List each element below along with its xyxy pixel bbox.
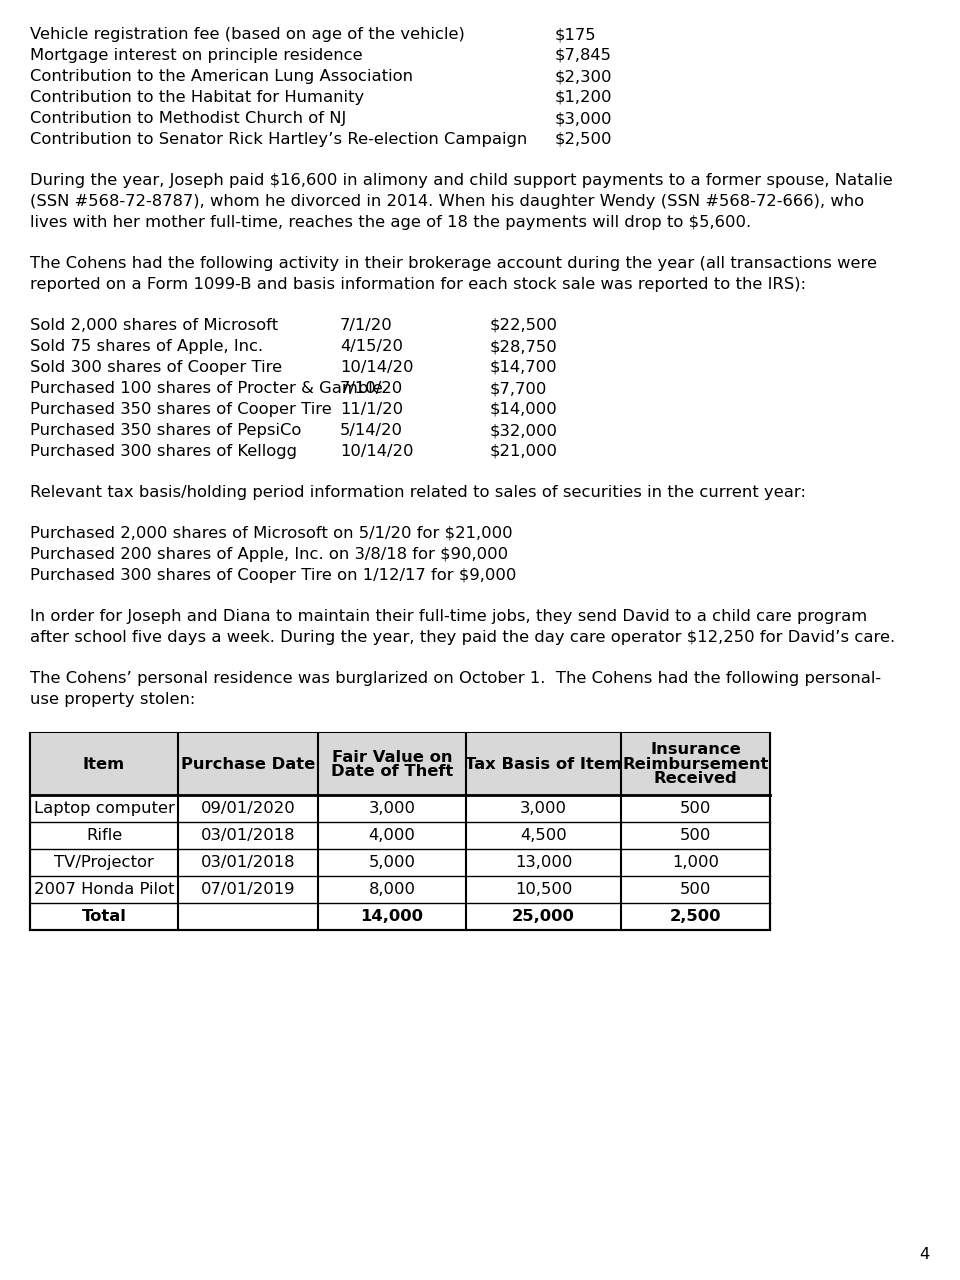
Text: 11/1/20: 11/1/20 <box>340 402 403 417</box>
Text: 10/14/20: 10/14/20 <box>340 444 414 460</box>
Text: Sold 300 shares of Cooper Tire: Sold 300 shares of Cooper Tire <box>30 360 282 375</box>
Text: Rifle: Rifle <box>85 828 122 844</box>
Text: Contribution to the American Lung Association: Contribution to the American Lung Associ… <box>30 69 413 84</box>
Text: 1,000: 1,000 <box>672 855 719 870</box>
Text: 07/01/2019: 07/01/2019 <box>201 882 296 897</box>
Text: In order for Joseph and Diana to maintain their full-time jobs, they send David : In order for Joseph and Diana to maintai… <box>30 609 867 623</box>
Text: Contribution to Methodist Church of NJ: Contribution to Methodist Church of NJ <box>30 111 347 125</box>
Text: The Cohens had the following activity in their brokerage account during the year: The Cohens had the following activity in… <box>30 256 877 271</box>
Text: Date of Theft: Date of Theft <box>331 764 453 780</box>
Text: Purchased 350 shares of PepsiCo: Purchased 350 shares of PepsiCo <box>30 422 301 438</box>
Text: 3,000: 3,000 <box>520 801 567 817</box>
Text: 10/14/20: 10/14/20 <box>340 360 414 375</box>
Text: 4/15/20: 4/15/20 <box>340 339 403 355</box>
Text: reported on a Form 1099-B and basis information for each stock sale was reported: reported on a Form 1099-B and basis info… <box>30 276 806 292</box>
Text: Purchased 350 shares of Cooper Tire: Purchased 350 shares of Cooper Tire <box>30 402 332 417</box>
Text: Purchase Date: Purchase Date <box>180 756 315 772</box>
Text: Sold 2,000 shares of Microsoft: Sold 2,000 shares of Microsoft <box>30 317 278 333</box>
Text: 2007 Honda Pilot: 2007 Honda Pilot <box>34 882 175 897</box>
Text: $2,300: $2,300 <box>555 69 612 84</box>
Text: Purchased 300 shares of Kellogg: Purchased 300 shares of Kellogg <box>30 444 297 460</box>
Text: $1,200: $1,200 <box>555 90 612 105</box>
Text: Purchased 100 shares of Procter & Gamble: Purchased 100 shares of Procter & Gamble <box>30 381 383 396</box>
Text: Relevant tax basis/holding period information related to sales of securities in : Relevant tax basis/holding period inform… <box>30 485 805 500</box>
Text: $2,500: $2,500 <box>555 132 612 147</box>
Text: Total: Total <box>82 909 127 924</box>
Text: 25,000: 25,000 <box>512 909 575 924</box>
Text: $175: $175 <box>555 27 596 42</box>
Text: 5,000: 5,000 <box>369 855 416 870</box>
Text: Contribution to Senator Rick Hartley’s Re-election Campaign: Contribution to Senator Rick Hartley’s R… <box>30 132 527 147</box>
Text: lives with her mother full-time, reaches the age of 18 the payments will drop to: lives with her mother full-time, reaches… <box>30 215 751 230</box>
Text: Received: Received <box>654 772 737 786</box>
Text: 03/01/2018: 03/01/2018 <box>201 828 296 844</box>
Text: 5/14/20: 5/14/20 <box>340 422 403 438</box>
Text: Item: Item <box>83 756 125 772</box>
Text: 03/01/2018: 03/01/2018 <box>201 855 296 870</box>
Text: TV/Projector: TV/Projector <box>54 855 154 870</box>
Text: 4,500: 4,500 <box>520 828 566 844</box>
Text: 7/1/20: 7/1/20 <box>340 317 393 333</box>
Text: The Cohens’ personal residence was burglarized on October 1.  The Cohens had the: The Cohens’ personal residence was burgl… <box>30 671 881 686</box>
Text: Contribution to the Habitat for Humanity: Contribution to the Habitat for Humanity <box>30 90 364 105</box>
Text: 500: 500 <box>680 828 711 844</box>
Text: Purchased 2,000 shares of Microsoft on 5/1/20 for $21,000: Purchased 2,000 shares of Microsoft on 5… <box>30 526 513 541</box>
Text: 3,000: 3,000 <box>369 801 416 817</box>
Text: 09/01/2020: 09/01/2020 <box>201 801 296 817</box>
Text: Mortgage interest on principle residence: Mortgage interest on principle residence <box>30 47 363 63</box>
Text: 4: 4 <box>920 1247 930 1262</box>
Text: Sold 75 shares of Apple, Inc.: Sold 75 shares of Apple, Inc. <box>30 339 263 355</box>
Text: $7,700: $7,700 <box>490 381 547 396</box>
Text: $14,000: $14,000 <box>490 402 558 417</box>
Bar <box>30 733 770 795</box>
Text: Reimbursement: Reimbursement <box>622 756 769 772</box>
Text: Purchased 300 shares of Cooper Tire on 1/12/17 for $9,000: Purchased 300 shares of Cooper Tire on 1… <box>30 568 516 582</box>
Text: 8,000: 8,000 <box>369 882 416 897</box>
Text: $22,500: $22,500 <box>490 317 558 333</box>
Text: During the year, Joseph paid $16,600 in alimony and child support payments to a : During the year, Joseph paid $16,600 in … <box>30 173 893 188</box>
Text: $7,845: $7,845 <box>555 47 612 63</box>
Text: Tax Basis of Item: Tax Basis of Item <box>465 756 622 772</box>
Text: 10,500: 10,500 <box>515 882 572 897</box>
Text: 500: 500 <box>680 882 711 897</box>
Text: (SSN #568-72-8787), whom he divorced in 2014. When his daughter Wendy (SSN #568-: (SSN #568-72-8787), whom he divorced in … <box>30 195 864 209</box>
Text: Insurance: Insurance <box>650 742 741 758</box>
Bar <box>30 733 770 931</box>
Text: $28,750: $28,750 <box>490 339 558 355</box>
Text: Vehicle registration fee (based on age of the vehicle): Vehicle registration fee (based on age o… <box>30 27 465 42</box>
Text: 7/10/20: 7/10/20 <box>340 381 403 396</box>
Text: 4,000: 4,000 <box>369 828 416 844</box>
Text: $21,000: $21,000 <box>490 444 558 460</box>
Text: 2,500: 2,500 <box>670 909 721 924</box>
Text: use property stolen:: use property stolen: <box>30 692 195 707</box>
Text: $14,700: $14,700 <box>490 360 558 375</box>
Text: $32,000: $32,000 <box>490 422 558 438</box>
Text: Fair Value on: Fair Value on <box>332 750 452 764</box>
Text: 14,000: 14,000 <box>361 909 423 924</box>
Text: 500: 500 <box>680 801 711 817</box>
Text: Purchased 200 shares of Apple, Inc. on 3/8/18 for $90,000: Purchased 200 shares of Apple, Inc. on 3… <box>30 547 508 562</box>
Text: $3,000: $3,000 <box>555 111 612 125</box>
Text: after school five days a week. During the year, they paid the day care operator : after school five days a week. During th… <box>30 630 895 645</box>
Text: 13,000: 13,000 <box>515 855 572 870</box>
Text: Laptop computer: Laptop computer <box>34 801 175 817</box>
